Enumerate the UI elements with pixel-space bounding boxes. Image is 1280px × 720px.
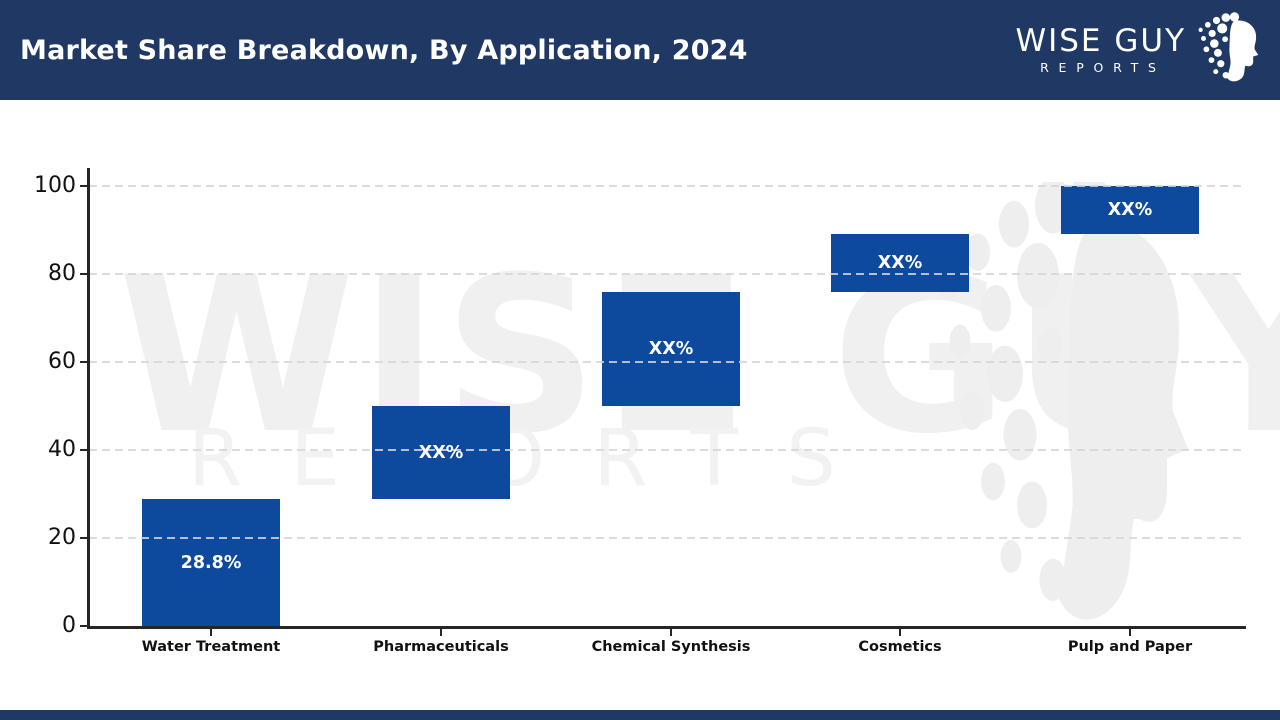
logo-subtext: REPORTS (1040, 59, 1166, 75)
x-axis-tick (440, 629, 442, 636)
category-label-pulp-and-paper: Pulp and Paper (1067, 639, 1193, 655)
watermark-subtext: REPORTS (188, 414, 885, 504)
x-axis-tick (899, 629, 901, 636)
y-axis-tick-label: 40 (48, 437, 76, 462)
footer-bar (0, 710, 1280, 720)
y-axis-line (87, 168, 90, 629)
logo-wordmark: WISE GUY (1015, 22, 1186, 59)
wiseguy-logo: WISE GUY REPORTS (1015, 0, 1264, 100)
x-axis-tick (1129, 629, 1131, 636)
x-axis-tick (670, 629, 672, 636)
y-axis-tick (80, 273, 88, 275)
grid-line (89, 185, 1246, 187)
bar-value-label: 28.8% (180, 552, 242, 573)
bar-value-label: XX% (1107, 200, 1153, 221)
grid-line (89, 273, 1246, 275)
y-axis-tick (80, 625, 88, 627)
y-axis-tick-label: 60 (48, 349, 76, 374)
category-label-chemical-synthesis: Chemical Synthesis (591, 639, 751, 655)
header-bar: Market Share Breakdown, By Application, … (0, 0, 1280, 100)
bar-cosmetics (831, 234, 969, 292)
y-axis-tick (80, 537, 88, 539)
logo-text: WISE GUY REPORTS (1015, 22, 1186, 75)
bar-pharmaceuticals (372, 406, 510, 500)
category-label-cosmetics: Cosmetics (858, 639, 942, 655)
page-title: Market Share Breakdown, By Application, … (20, 34, 748, 66)
x-axis-line (87, 626, 1246, 629)
category-label-pharmaceuticals: Pharmaceuticals (373, 639, 509, 655)
y-axis-tick-label: 20 (48, 525, 76, 550)
grid-line (89, 449, 1246, 451)
grid-line (89, 361, 1246, 363)
bar-value-label: XX% (418, 442, 464, 463)
x-axis-tick (210, 629, 212, 636)
bar-water-treatment (142, 499, 280, 626)
category-label-water-treatment: Water Treatment (141, 639, 281, 655)
y-axis-tick-label: 100 (34, 173, 76, 198)
bar-chemical-synthesis (602, 291, 740, 406)
grid-line (89, 537, 1246, 539)
y-axis-tick (80, 449, 88, 451)
bar-pulp-and-paper (1061, 186, 1199, 235)
bar-value-label: XX% (648, 338, 694, 359)
y-axis-tick-label: 80 (48, 261, 76, 286)
y-axis-tick (80, 185, 88, 187)
y-axis-tick (80, 361, 88, 363)
bar-value-label: XX% (877, 253, 923, 273)
wiseguy-head-icon (1198, 12, 1259, 82)
y-axis-tick-label: 0 (62, 613, 76, 638)
